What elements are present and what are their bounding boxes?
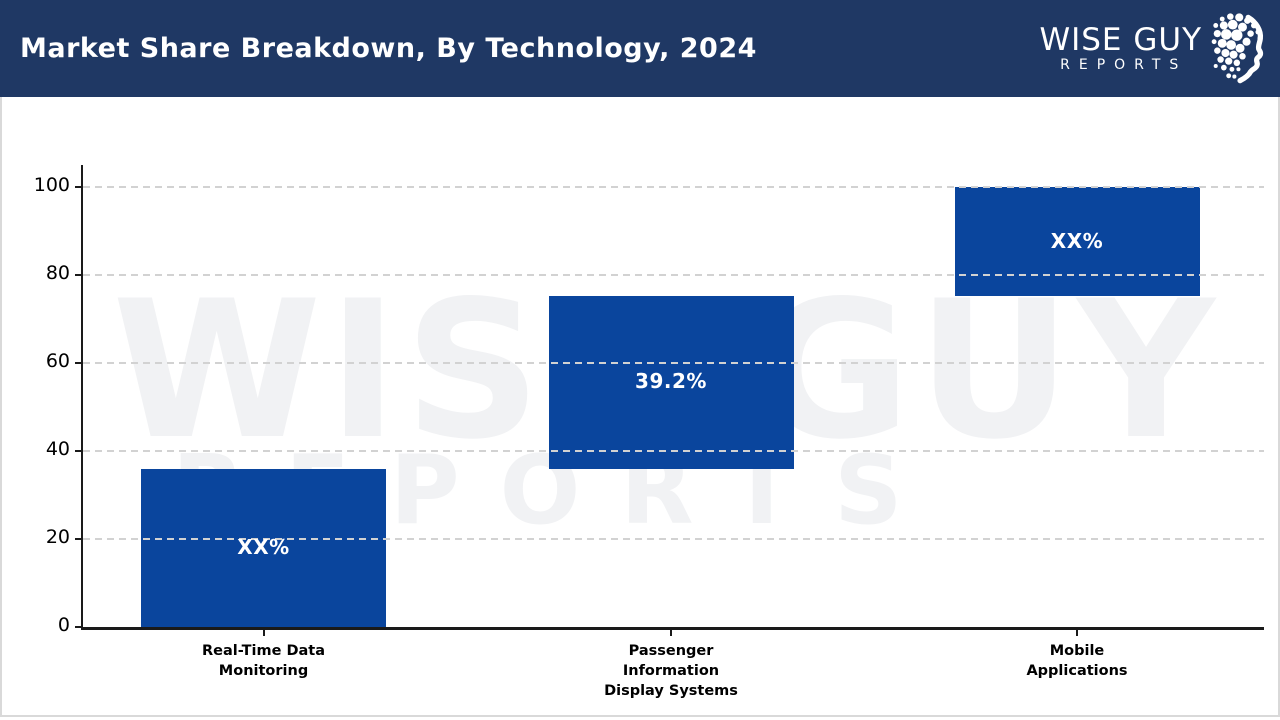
category-label-line: Display Systems [604, 683, 738, 699]
gridline-60 [83, 362, 1264, 364]
category-label-1: Real-Time Data Monitoring [104, 641, 424, 681]
bar-value-label-1: XX% [237, 534, 290, 559]
y-tick-label-80: 80 [45, 262, 70, 284]
category-label-3: Mobile Applications [917, 641, 1237, 681]
y-tick-label-0: 0 [57, 614, 70, 636]
logo-subtitle: REPORTS [1060, 57, 1188, 74]
card-border-left [0, 97, 2, 716]
y-axis-line [81, 165, 83, 630]
bar-3 [954, 187, 1200, 297]
page-title: Market Share Breakdown, By Technology, 2… [20, 33, 757, 64]
watermark-face-svg [754, 215, 807, 293]
bar-value-label-2: 39.2% [635, 369, 707, 394]
category-label-2: Passenger Information Display Systems [511, 641, 831, 701]
category-label-line: Monitoring [218, 663, 309, 679]
category-label-line: Passenger [628, 643, 714, 659]
x-tick-mark-1 [262, 630, 265, 636]
x-tick-mark-3 [1076, 630, 1078, 636]
card-border-bottom [0, 715, 1280, 717]
y-tick-label-100: 100 [33, 174, 70, 196]
watermark-face-icon [745, 215, 1175, 585]
x-tick-mark-2 [670, 630, 672, 636]
y-tick-label-40: 40 [45, 438, 70, 460]
category-label-line: Mobile [1049, 643, 1105, 659]
gridline-80 [83, 274, 1264, 276]
category-label-line: Information [622, 663, 720, 679]
header-bar: Market Share Breakdown, By Technology, 2… [0, 0, 1280, 97]
card-border-right [1278, 97, 1280, 716]
bar-value-label-3: XX% [1050, 228, 1104, 253]
y-tick-label-60: 60 [45, 350, 70, 372]
category-label-line: Real-Time Data [201, 643, 326, 659]
bar-2 [548, 296, 794, 469]
logo-text: WISE GUY REPORTS [1039, 24, 1202, 74]
x-axis-line [81, 627, 1264, 630]
y-tick-mark-20 [75, 538, 83, 540]
y-tick-mark-40 [75, 450, 83, 452]
wiseguy-logo: WISE GUY REPORTS [1039, 9, 1266, 89]
bar-1 [141, 468, 386, 627]
category-label-line: Applications [1026, 663, 1128, 679]
y-tick-mark-0 [75, 626, 83, 628]
y-tick-mark-60 [75, 362, 83, 364]
gridline-40 [83, 450, 1264, 452]
y-tick-mark-80 [75, 274, 83, 276]
logo-wordmark: WISE GUY [1039, 21, 1202, 58]
y-tick-label-20: 20 [45, 526, 70, 548]
wiseguy-face-icon [1211, 12, 1264, 83]
gridline-100 [83, 186, 1264, 188]
gridline-20 [83, 538, 1264, 540]
y-tick-mark-100 [75, 186, 83, 188]
